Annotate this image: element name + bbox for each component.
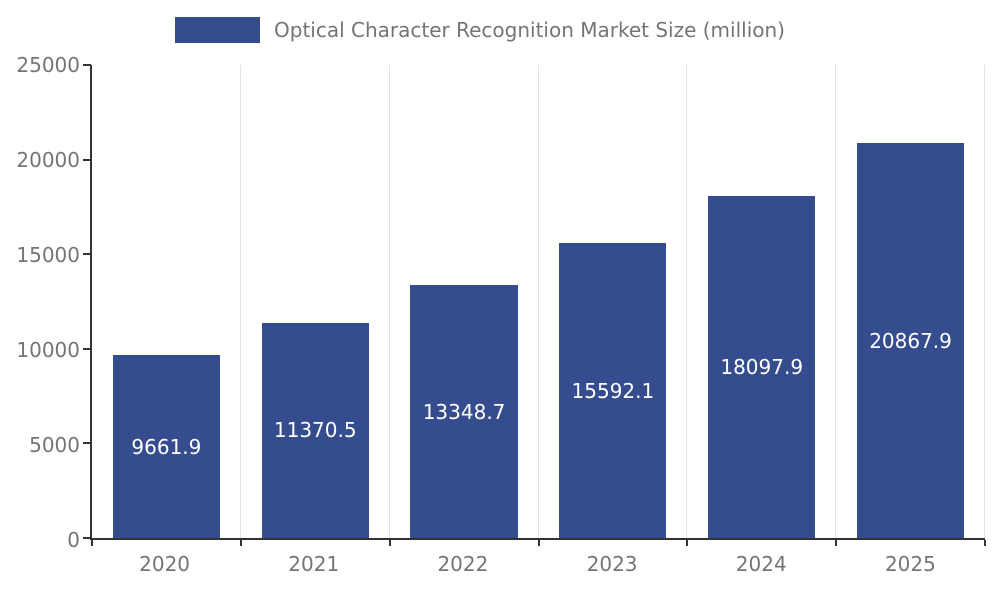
gridline-vertical (388, 65, 390, 538)
bar-value-label: 13348.7 (422, 399, 506, 424)
y-axis-tick (83, 347, 91, 350)
gridline-vertical (686, 65, 688, 538)
x-axis-tick (239, 540, 242, 546)
x-axis-tick (835, 540, 838, 546)
bar-cell: 9661.9 (92, 65, 241, 538)
bar-value-label: 18097.9 (720, 354, 804, 379)
x-axis-label-2020: 2020 (139, 552, 191, 576)
bar-value-label: 9661.9 (131, 434, 202, 459)
legend-swatch-icon (175, 17, 260, 43)
gridline-vertical (239, 65, 241, 538)
y-axis-tick-label: 25000 (16, 53, 80, 77)
y-axis-labels: 0 5000 10000 15000 20000 25000 (0, 53, 80, 552)
gridline-vertical (835, 65, 837, 538)
bar-cell: 18097.9 (687, 65, 836, 538)
gridline-vertical (984, 65, 985, 538)
y-axis-tick (83, 64, 91, 66)
y-axis-tick (83, 158, 91, 161)
x-axis-label-2021: 2021 (288, 552, 340, 576)
x-axis-labels: 2020 2021 2022 2023 2024 2025 (90, 552, 985, 582)
x-axis-tick (388, 540, 391, 546)
y-axis-tick-label: 0 (67, 528, 80, 552)
x-axis-tick (91, 540, 93, 546)
chart-legend[interactable]: Optical Character Recognition Market Siz… (175, 17, 785, 43)
y-axis-tick (83, 537, 91, 539)
bar-2020: 9661.9 (112, 355, 220, 538)
bar-2022: 13348.7 (410, 285, 518, 538)
x-axis-tick (537, 540, 540, 546)
x-axis-tick (686, 540, 689, 546)
bar-2023: 15592.1 (559, 243, 667, 538)
bar-cell: 15592.1 (538, 65, 687, 538)
bar-cell: 11370.5 (241, 65, 390, 538)
bar-cell: 20867.9 (836, 65, 985, 538)
gridline-vertical (537, 65, 539, 538)
bar-2024: 18097.9 (708, 195, 816, 538)
bar-value-label: 11370.5 (273, 418, 357, 443)
bar-value-label: 15592.1 (571, 378, 655, 403)
bars-container: 9661.9 11370.5 13348.7 15592.1 18097.9 20867.… (92, 65, 985, 538)
y-axis-tick-label: 15000 (16, 243, 80, 267)
y-axis-tick (83, 442, 91, 445)
bar-2021: 11370.5 (261, 322, 369, 538)
x-axis-label-2025: 2025 (884, 552, 936, 576)
x-axis-label-2024: 2024 (735, 552, 787, 576)
y-axis-tick-label: 10000 (16, 338, 80, 362)
bar-2025: 20867.9 (856, 143, 965, 538)
bar-value-label: 20867.9 (869, 328, 952, 353)
plot-area: 9661.9 11370.5 13348.7 15592.1 18097.9 20867.… (83, 64, 986, 546)
y-axis-tick-label: 5000 (29, 433, 80, 457)
x-axis-label-2022: 2022 (437, 552, 489, 576)
y-axis-tick (83, 253, 91, 256)
x-axis-tick (984, 540, 986, 546)
bar-cell: 13348.7 (390, 65, 539, 538)
x-axis-label-2023: 2023 (586, 552, 638, 576)
y-axis-tick-label: 20000 (16, 148, 80, 172)
chart-title: Optical Character Recognition Market Siz… (274, 18, 785, 42)
